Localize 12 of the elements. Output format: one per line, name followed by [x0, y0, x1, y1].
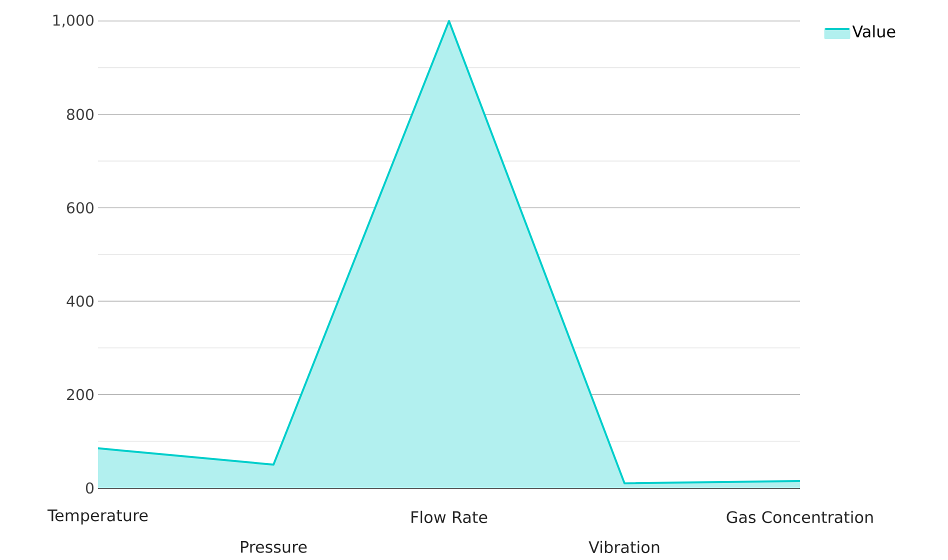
y-tick-label: 400 [66, 296, 94, 307]
y-tick-label: 0 [86, 482, 94, 494]
y-tick-label: 600 [67, 202, 94, 214]
x-tick-label: Temperature [47, 510, 148, 524]
y-tick-label: 800 [66, 108, 94, 120]
legend-label: Value [852, 25, 896, 38]
x-tick-label: Pressure [241, 541, 307, 553]
y-tick-label: 200 [67, 388, 94, 400]
x-tick-label: Gas Concentration [726, 510, 873, 524]
x-tick-label: Vibration [588, 540, 660, 554]
y-tick-label: 1,000 [53, 14, 94, 28]
x-tick-label: Flow Rate [412, 510, 488, 524]
